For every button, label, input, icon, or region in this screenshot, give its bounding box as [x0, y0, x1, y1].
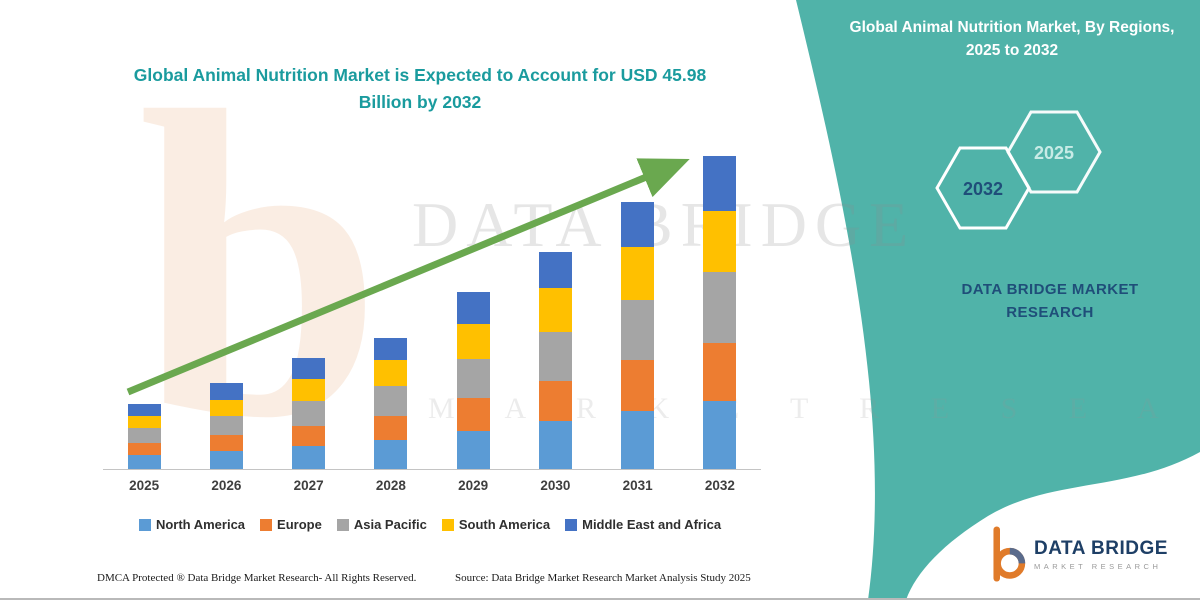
bar-segment-2025	[127, 403, 161, 416]
plot-area: 2025 2026 2027 2028 2029 2030 2031 2032	[103, 138, 761, 493]
bar-2025	[103, 138, 185, 469]
legend-label: Middle East and Africa	[582, 517, 722, 532]
x-axis-label-2027: 2027	[293, 478, 324, 493]
bar-segment-2030	[538, 331, 572, 381]
x-axis-label-2025: 2025	[129, 478, 160, 493]
bar-segment-2032	[703, 156, 737, 211]
bar-segment-2027	[292, 425, 326, 446]
bar-segment-2025	[127, 455, 161, 469]
bar-segment-2031	[621, 247, 655, 301]
bar-segment-2030	[538, 252, 572, 289]
bar-segment-2032	[703, 342, 737, 401]
legend-item: Middle East and Africa	[565, 517, 721, 532]
bar-2032	[679, 138, 761, 469]
legend-item: North America	[138, 517, 246, 532]
bar-2029	[432, 138, 514, 469]
bar-segment-2025	[127, 428, 161, 444]
bar-segment-2028	[374, 337, 408, 361]
bar-segment-2032	[703, 271, 737, 343]
brand-block: DATA BRIDGE MARKET RESEARCH	[895, 278, 1200, 325]
brand-line-1: DATA BRIDGE MARKET	[961, 281, 1139, 298]
bar-2030	[514, 138, 596, 469]
legend-label: North America	[155, 517, 246, 532]
x-axis-label-2028: 2028	[375, 478, 406, 493]
bar-segment-2030	[538, 421, 572, 469]
bar-2028	[350, 138, 432, 469]
x-axis-labels: 2025 2026 2027 2028 2029 2030 2031 2032	[103, 478, 761, 493]
bar-segment-2025	[127, 415, 161, 429]
bar-segment-2027	[292, 445, 326, 469]
databridge-logo-icon	[993, 526, 1026, 582]
chart-title: Global Animal Nutrition Market is Expect…	[133, 65, 707, 113]
panel-heading: Global Animal Nutrition Market, By Regio…	[849, 19, 1175, 60]
footer-dmca-text: DMCA Protected ® Data Bridge Market Rese…	[97, 572, 417, 584]
bar-segment-2026	[209, 383, 243, 400]
bar-segment-2029	[456, 430, 490, 469]
bar-segment-2032	[703, 210, 737, 272]
bar-segment-2029	[456, 323, 490, 359]
bar-2031	[597, 138, 679, 469]
bar-segment-2030	[538, 380, 572, 422]
bar-segment-2031	[621, 201, 655, 248]
x-axis-label-2031: 2031	[622, 478, 653, 493]
bar-segment-2027	[292, 379, 326, 402]
chart-legend: North America Europe Asia Pacific South Ame…	[90, 517, 770, 532]
bar-segment-2028	[374, 415, 408, 441]
bottom-divider	[0, 598, 1200, 600]
bar-segment-2029	[456, 398, 490, 431]
bar-segment-2028	[374, 440, 408, 469]
bar-segment-2028	[374, 386, 408, 416]
bar-segment-2026	[209, 435, 243, 452]
bar-2027	[268, 138, 350, 469]
bar-segment-2031	[621, 410, 655, 469]
databridge-logo: DATA BRIDGE MARKET RESEARCH	[988, 526, 1168, 582]
x-axis-label-2026: 2026	[211, 478, 242, 493]
footer-source-text: Source: Data Bridge Market Research Mark…	[455, 572, 751, 584]
bar-segment-2032	[703, 401, 737, 469]
bar-segment-2026	[209, 415, 243, 436]
legend-swatch	[565, 518, 578, 531]
legend-item: South America	[441, 517, 551, 532]
bar-segment-2026	[209, 399, 243, 416]
bar-segment-2030	[538, 288, 572, 332]
legend-item: Europe	[260, 517, 322, 532]
bar-segment-2031	[621, 360, 655, 411]
bar-segment-2031	[621, 300, 655, 361]
x-axis-label-2029: 2029	[458, 478, 489, 493]
logo-subtitle: MARKET RESEARCH	[1034, 561, 1162, 571]
legend-swatch	[441, 518, 454, 531]
bar-segment-2029	[456, 292, 490, 324]
bar-segment-2025	[127, 443, 161, 456]
logo-title: DATA BRIDGE	[1034, 537, 1168, 559]
hexagon-2032-label: 2032	[963, 179, 1003, 199]
bar-segment-2029	[456, 358, 490, 399]
hexagon-2025	[1006, 110, 1102, 194]
bar-2026	[185, 138, 267, 469]
bars-row	[103, 138, 761, 470]
legend-label: Asia Pacific	[353, 517, 427, 532]
legend-label: South America	[458, 517, 551, 532]
bar-segment-2027	[292, 401, 326, 426]
legend-label: Europe	[277, 517, 322, 532]
year-hexagons: 2032 2025	[935, 110, 1102, 230]
legend-swatch	[138, 518, 151, 531]
brand-line-2: RESEARCH	[1006, 304, 1094, 322]
legend-swatch	[260, 518, 273, 531]
bar-segment-2026	[209, 451, 243, 469]
x-axis-label-2030: 2030	[540, 478, 571, 493]
hexagon-2025-label: 2025	[1034, 143, 1074, 163]
x-axis-label-2032: 2032	[704, 478, 735, 493]
bar-segment-2027	[292, 358, 326, 380]
bar-segment-2028	[374, 360, 408, 387]
legend-swatch	[336, 518, 349, 531]
legend-item: Asia Pacific	[336, 517, 427, 532]
